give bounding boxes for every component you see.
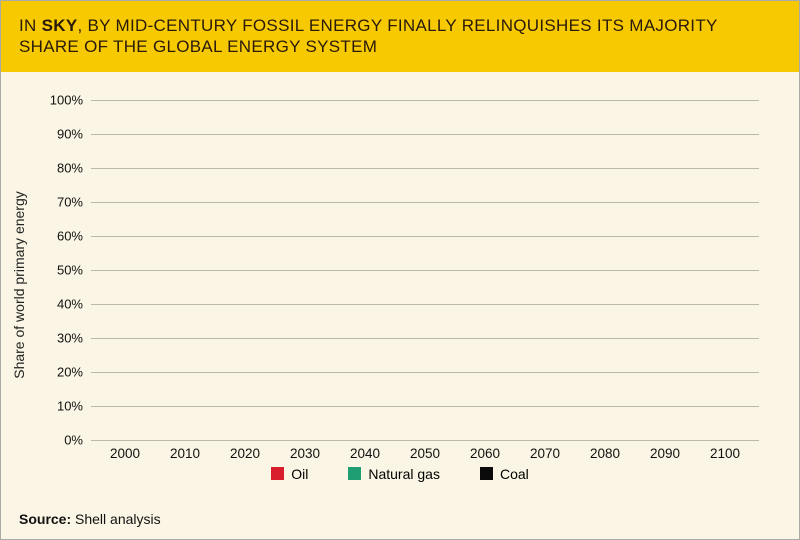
gridline [91, 406, 759, 407]
title-prefix: IN [19, 16, 42, 35]
gridline [91, 304, 759, 305]
x-tick-label: 2040 [350, 446, 380, 461]
legend: Oil Natural gas Coal [31, 466, 769, 482]
legend-label: Natural gas [368, 466, 440, 482]
y-tick-label: 20% [57, 364, 83, 379]
gridline [91, 372, 759, 373]
plot-region: 2000201020202030204020502060207020802090… [91, 100, 759, 440]
x-tick-label: 2090 [650, 446, 680, 461]
gridline [91, 236, 759, 237]
legend-label: Coal [500, 466, 529, 482]
legend-label: Oil [291, 466, 308, 482]
legend-swatch [480, 467, 493, 480]
y-tick-label: 30% [57, 330, 83, 345]
y-axis-label: Share of world primary energy [11, 191, 27, 379]
x-tick-label: 2060 [470, 446, 500, 461]
legend-swatch [348, 467, 361, 480]
source-line: Source: Shell analysis [19, 511, 161, 527]
legend-item: Oil [271, 466, 308, 482]
gridline [91, 134, 759, 135]
x-tick-label: 2020 [230, 446, 260, 461]
y-tick-label: 90% [57, 126, 83, 141]
x-tick-label: 2010 [170, 446, 200, 461]
gridline [91, 440, 759, 441]
y-tick-label: 0% [64, 432, 83, 447]
source-label: Source: [19, 511, 71, 527]
x-tick-label: 2080 [590, 446, 620, 461]
legend-item: Coal [480, 466, 529, 482]
gridline [91, 338, 759, 339]
source-text: Shell analysis [75, 511, 161, 527]
title-rest: , BY MID-CENTURY FOSSIL ENERGY FINALLY R… [19, 16, 717, 56]
title-bold: SKY [42, 16, 78, 35]
y-tick-label: 100% [50, 92, 83, 107]
y-tick-label: 60% [57, 228, 83, 243]
legend-swatch [271, 467, 284, 480]
y-tick-label: 40% [57, 296, 83, 311]
gridline [91, 270, 759, 271]
gridline [91, 168, 759, 169]
x-tick-label: 2000 [110, 446, 140, 461]
x-tick-label: 2050 [410, 446, 440, 461]
legend-item: Natural gas [348, 466, 440, 482]
x-tick-label: 2100 [710, 446, 740, 461]
x-tick-label: 2070 [530, 446, 560, 461]
y-tick-label: 50% [57, 262, 83, 277]
chart-title-banner: IN SKY, BY MID-CENTURY FOSSIL ENERGY FIN… [1, 1, 799, 72]
chart-area: Share of world primary energy 2000201020… [31, 90, 769, 480]
y-tick-label: 80% [57, 160, 83, 175]
y-tick-label: 10% [57, 398, 83, 413]
gridline [91, 202, 759, 203]
y-tick-label: 70% [57, 194, 83, 209]
x-tick-label: 2030 [290, 446, 320, 461]
gridline [91, 100, 759, 101]
